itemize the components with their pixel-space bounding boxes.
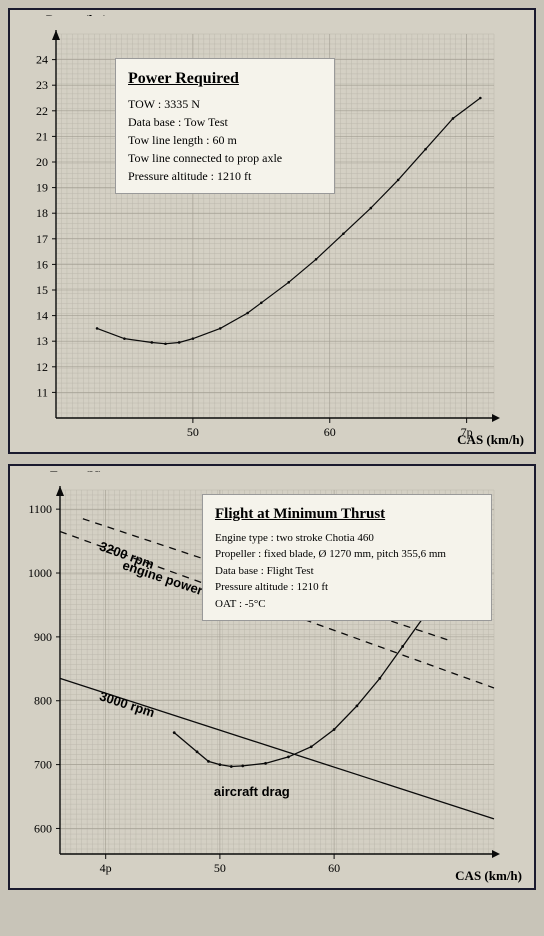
svg-text:15: 15: [36, 283, 48, 297]
svg-text:24: 24: [36, 53, 48, 67]
svg-text:14: 14: [36, 309, 48, 323]
svg-text:50: 50: [187, 425, 199, 439]
info-line: Pressure altitude : 1210 ft: [128, 167, 322, 185]
info-line: Tow line length : 60 m: [128, 131, 322, 149]
svg-text:60: 60: [328, 861, 340, 875]
svg-text:12: 12: [36, 360, 48, 374]
svg-text:1100: 1100: [28, 502, 52, 516]
svg-text:17: 17: [36, 232, 48, 246]
info-line: Data base : Flight Test: [215, 563, 479, 580]
svg-text:1000: 1000: [28, 566, 52, 580]
chart-info-box: Flight at Minimum Thrust Engine type : t…: [202, 494, 492, 621]
svg-text:4p: 4p: [100, 861, 112, 875]
info-line: Pressure altitude : 1210 ft: [215, 579, 479, 596]
svg-text:22: 22: [36, 104, 48, 118]
chart-info-box: Power Required TOW : 3335 NData base : T…: [115, 58, 335, 194]
svg-text:20: 20: [36, 155, 48, 169]
info-line: TOW : 3335 N: [128, 95, 322, 113]
svg-text:18: 18: [36, 206, 48, 220]
svg-text:60: 60: [324, 425, 336, 439]
svg-text:800: 800: [34, 694, 52, 708]
power-required-chart: Power (hp) 11121314151617181920212223245…: [8, 8, 536, 454]
info-line: Engine type : two stroke Chotia 460: [215, 530, 479, 547]
aircraft-drag-label: aircraft drag: [214, 784, 290, 799]
info-line: Tow line connected to prop axle: [128, 149, 322, 167]
info-line: Propeller : fixed blade, Ø 1270 mm, pitc…: [215, 546, 479, 563]
svg-text:16: 16: [36, 257, 48, 271]
chart-title: Flight at Minimum Thrust: [215, 503, 479, 526]
svg-text:13: 13: [36, 334, 48, 348]
svg-text:23: 23: [36, 78, 48, 92]
info-line: OAT : -5°C: [215, 596, 479, 613]
svg-text:600: 600: [34, 821, 52, 835]
info-line: Data base : Tow Test: [128, 113, 322, 131]
svg-text:19: 19: [36, 181, 48, 195]
svg-text:21: 21: [36, 129, 48, 143]
svg-text:50: 50: [214, 861, 226, 875]
minimum-thrust-chart: Force (N) 600700800900100011004p5060 CAS…: [8, 464, 536, 890]
svg-text:900: 900: [34, 630, 52, 644]
svg-text:11: 11: [36, 385, 48, 399]
svg-text:700: 700: [34, 758, 52, 772]
chart-title: Power Required: [128, 67, 322, 91]
x-axis-label: CAS (km/h): [455, 868, 522, 884]
x-axis-label: CAS (km/h): [457, 432, 524, 448]
